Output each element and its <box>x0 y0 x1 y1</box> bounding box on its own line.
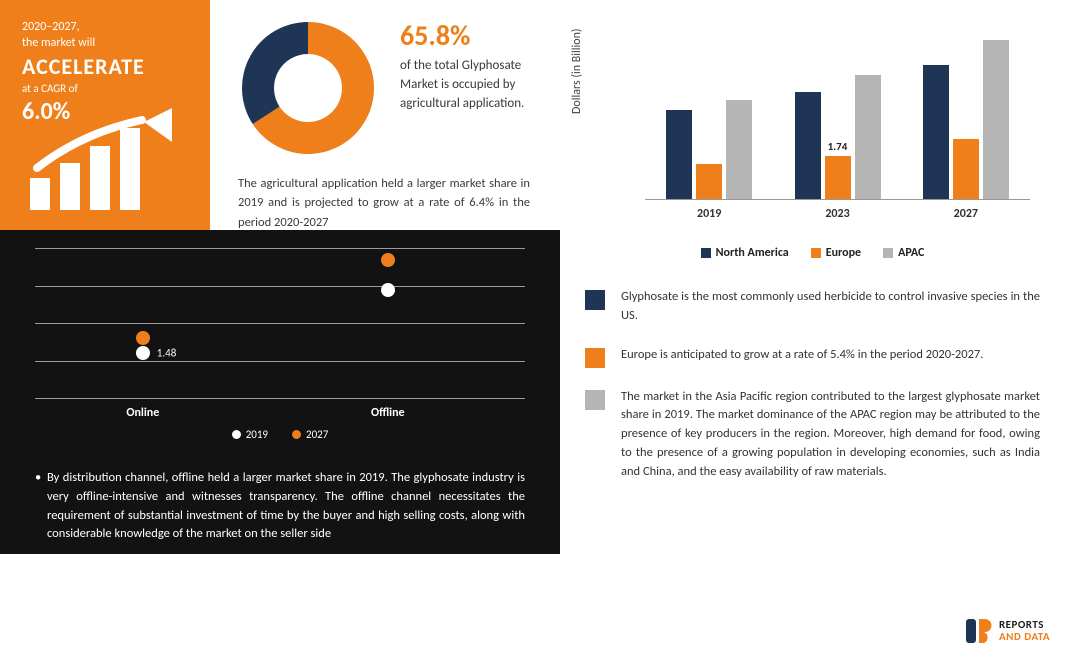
left-column: 2020–2027, the market will ACCELERATE at… <box>0 0 560 654</box>
info-item: Europe is anticipated to grow at a rate … <box>585 346 1040 368</box>
dot-category-label: Offline <box>371 406 405 420</box>
cagr-hero-box: 2020–2027, the market will ACCELERATE at… <box>0 0 210 230</box>
bar-group: 2023 <box>795 75 881 199</box>
bar <box>855 75 881 199</box>
region-bar-chart: Dollars (in Billion) 2019202320271.74 <box>585 30 1040 240</box>
bar <box>983 40 1009 199</box>
donut-paragraph: The agricultural application held a larg… <box>238 174 530 232</box>
info-color-swatch <box>585 290 605 310</box>
bar-legend-item: North America <box>701 246 789 260</box>
bar-y-axis-label: Dollars (in Billion) <box>570 28 584 114</box>
info-color-swatch <box>585 348 605 368</box>
info-color-swatch <box>585 390 605 410</box>
dot-value-label: 1.48 <box>157 347 177 360</box>
dot-point <box>381 283 395 297</box>
donut-percent: 65.8% <box>400 18 530 53</box>
bar-group: 2019 <box>666 100 752 199</box>
info-item: The market in the Asia Pacific region co… <box>585 388 1040 482</box>
hero-row: 2020–2027, the market will ACCELERATE at… <box>0 0 560 230</box>
bar <box>696 164 722 199</box>
right-column: Dollars (in Billion) 2019 2023 2027 1.74 No… <box>560 0 1080 654</box>
dot-legend: 2019 2027 <box>35 428 525 441</box>
bar-legend-item: APAC <box>883 246 924 260</box>
logo-line2: AND DATA <box>999 631 1050 643</box>
dot-point <box>381 253 395 267</box>
dot-point <box>136 346 150 360</box>
distribution-paragraph: •By distribution channel, offline held a… <box>0 465 560 554</box>
bar <box>923 65 949 199</box>
donut-chart <box>238 18 378 158</box>
bar-category-label: 2019 <box>666 207 752 221</box>
bar-legend: North America Europe APAC <box>585 246 1040 260</box>
logo-icon <box>963 616 993 646</box>
dot-legend-item: 2027 <box>292 428 328 441</box>
dot-point <box>136 331 150 345</box>
dot-legend-item: 2019 <box>232 428 268 441</box>
cagr-accelerate: ACCELERATE <box>22 53 195 80</box>
bar <box>953 139 979 199</box>
bar-group: 2027 <box>923 40 1009 199</box>
bar <box>825 156 851 199</box>
brand-logo: REPORTS AND DATA <box>963 616 1050 646</box>
distribution-text: By distribution channel, offline held a … <box>47 469 525 544</box>
bar-plot-area: 2019 2023 2027 1.74 <box>645 30 1030 200</box>
cagr-at-text: at a CAGR of <box>22 82 195 95</box>
cagr-lead: the market will <box>22 36 195 52</box>
dot-plot-area: OnlineOffline1.48 <box>35 248 525 398</box>
donut-description: of the total Glyphosate Market is occupi… <box>400 57 530 114</box>
info-text: Glyphosate is the most commonly used her… <box>621 288 1040 326</box>
dot-category-label: Online <box>126 406 159 420</box>
info-item: Glyphosate is the most commonly used her… <box>585 288 1040 326</box>
bar-category-label: 2023 <box>795 207 881 221</box>
distribution-dot-chart: OnlineOffline1.48 20192027 <box>0 230 560 465</box>
bar <box>795 92 821 199</box>
info-text: Europe is anticipated to grow at a rate … <box>621 346 983 368</box>
donut-block: 65.8% of the total Glyphosate Market is … <box>210 0 560 230</box>
info-bullet-list: Glyphosate is the most commonly used her… <box>585 288 1040 481</box>
bar <box>726 100 752 199</box>
bar-category-label: 2027 <box>923 207 1009 221</box>
page-container: 2020–2027, the market will ACCELERATE at… <box>0 0 1080 654</box>
bar-value-label: 1.74 <box>828 140 848 153</box>
cagr-period: 2020–2027, <box>22 20 195 36</box>
bar <box>666 110 692 199</box>
info-text: The market in the Asia Pacific region co… <box>621 388 1040 482</box>
growth-arrow-icon <box>22 108 187 218</box>
bar-legend-item: Europe <box>811 246 861 260</box>
